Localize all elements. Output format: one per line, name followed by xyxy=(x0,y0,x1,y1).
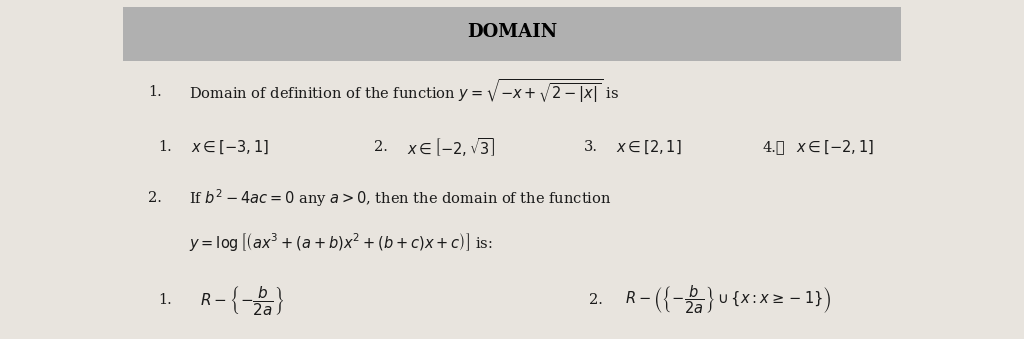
Text: 3.: 3. xyxy=(584,140,598,155)
Text: 1.: 1. xyxy=(159,140,172,155)
Text: 2.: 2. xyxy=(148,191,163,205)
Text: $x\in[-2,1]$: $x\in[-2,1]$ xyxy=(796,139,873,156)
Text: 1.: 1. xyxy=(148,84,162,99)
Text: DOMAIN: DOMAIN xyxy=(467,23,557,41)
Text: $y=\log\left[\left(ax^3+(a+b)x^2+(b+c)x+c\right)\right]$ is:: $y=\log\left[\left(ax^3+(a+b)x^2+(b+c)x+… xyxy=(189,232,494,253)
Text: 1.: 1. xyxy=(159,293,172,307)
Text: 2.: 2. xyxy=(589,293,603,307)
Text: $R-\left(\left\{-\dfrac{b}{2a}\right\}\cup\{x:x\geq-1\}\right)$: $R-\left(\left\{-\dfrac{b}{2a}\right\}\c… xyxy=(625,284,831,316)
Text: $R-\left\{-\dfrac{b}{2a}\right\}$: $R-\left\{-\dfrac{b}{2a}\right\}$ xyxy=(200,283,285,317)
Text: 4.✓: 4.✓ xyxy=(763,140,785,155)
FancyBboxPatch shape xyxy=(123,0,901,339)
Text: $x\in[-3,1]$: $x\in[-3,1]$ xyxy=(191,139,269,156)
Text: 2.: 2. xyxy=(374,140,388,155)
Text: Domain of definition of the function $y=\sqrt{-x+\sqrt{2-|x|}}$ is: Domain of definition of the function $y=… xyxy=(189,78,620,105)
Text: If $b^2-4ac=0$ any $a>0$, then the domain of the function: If $b^2-4ac=0$ any $a>0$, then the domai… xyxy=(189,187,612,209)
FancyBboxPatch shape xyxy=(123,7,901,61)
Text: $x\in\left[-2,\sqrt{3}\right]$: $x\in\left[-2,\sqrt{3}\right]$ xyxy=(407,136,496,159)
Text: $x\in[2,1]$: $x\in[2,1]$ xyxy=(616,139,682,156)
